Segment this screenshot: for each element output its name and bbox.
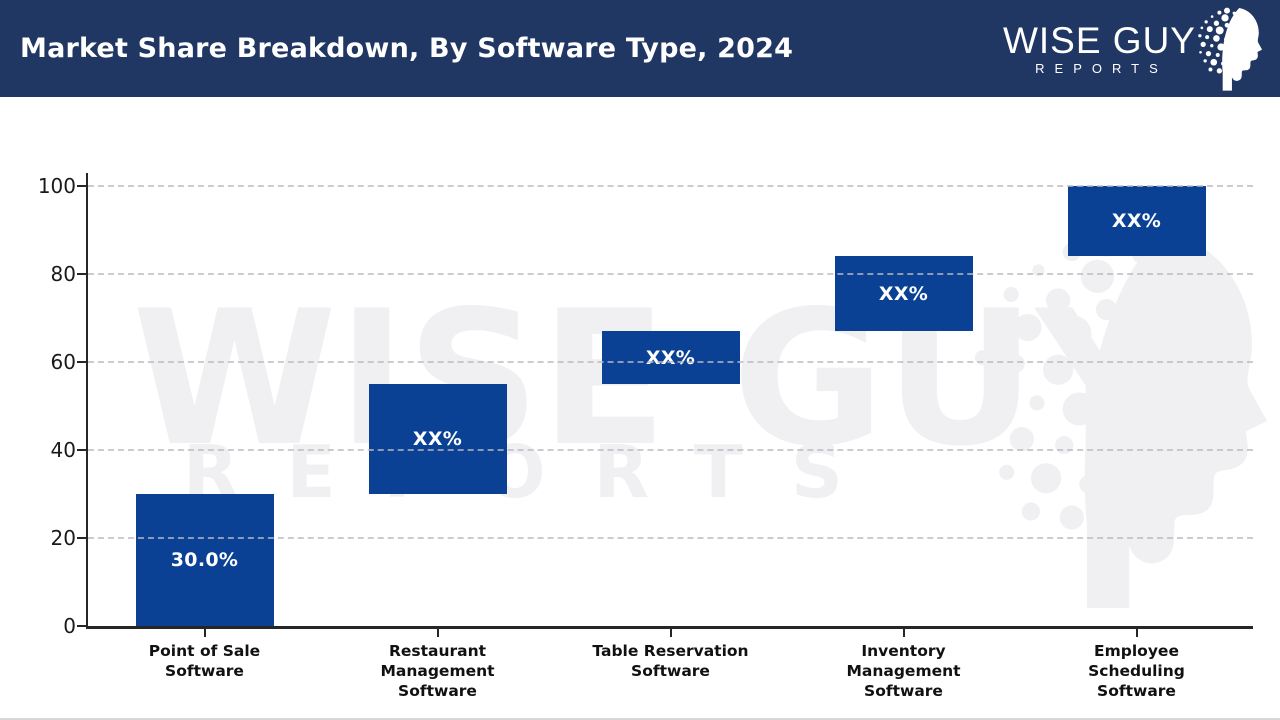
x-tick-mark bbox=[203, 629, 206, 637]
bar-segment: XX% bbox=[368, 384, 507, 494]
y-tick-label: 0 bbox=[63, 614, 76, 638]
x-category-label: Employee Scheduling Software bbox=[1088, 642, 1185, 700]
gridline bbox=[88, 361, 1253, 363]
x-tick-mark bbox=[436, 629, 439, 637]
gridline bbox=[88, 273, 1253, 275]
bar-segment: XX% bbox=[601, 331, 740, 384]
bar-value-label: XX% bbox=[878, 282, 929, 305]
bar-value-label: 30.0% bbox=[170, 549, 239, 571]
y-tick-label: 80 bbox=[50, 262, 76, 286]
x-category-label: Table Reservation Software bbox=[592, 642, 749, 680]
y-tick-label: 40 bbox=[50, 438, 76, 462]
watermark-head-icon bbox=[928, 222, 1276, 614]
bar-value-label: XX% bbox=[645, 346, 696, 369]
x-category-label: Point of Sale Software bbox=[148, 642, 261, 680]
y-tick-mark bbox=[77, 185, 86, 187]
y-tick-mark bbox=[77, 449, 86, 451]
bar-segment: XX% bbox=[834, 256, 973, 332]
y-tick-mark bbox=[77, 537, 86, 539]
y-tick-mark bbox=[77, 625, 86, 627]
x-category-label: Inventory Management Software bbox=[846, 642, 961, 700]
logo-subtitle: REPORTS bbox=[1035, 61, 1168, 76]
bar-segment: XX% bbox=[1067, 186, 1206, 257]
logo-text: WISE GUY REPORTS bbox=[1003, 22, 1196, 75]
logo-wordmark: WISE GUY bbox=[1002, 20, 1196, 61]
gridline bbox=[88, 537, 1253, 539]
y-tick-label: 60 bbox=[50, 350, 76, 374]
bar-segment: 30.0% bbox=[135, 494, 274, 626]
bar-value-label: XX% bbox=[1111, 210, 1162, 233]
bar-value-label: XX% bbox=[412, 428, 463, 450]
y-axis-line bbox=[86, 173, 88, 629]
page-title: Market Share Breakdown, By Software Type… bbox=[20, 33, 794, 64]
gridline bbox=[88, 185, 1253, 187]
y-tick-mark bbox=[77, 273, 86, 275]
x-tick-mark bbox=[1135, 629, 1138, 637]
header-bar: Market Share Breakdown, By Software Type… bbox=[0, 0, 1280, 97]
y-tick-mark bbox=[77, 361, 86, 363]
watermark-subtitle: REPORTS bbox=[183, 430, 891, 514]
gridline bbox=[88, 449, 1253, 451]
x-category-label: Restaurant Management Software bbox=[380, 642, 495, 700]
y-tick-label: 100 bbox=[37, 174, 76, 198]
x-tick-mark bbox=[669, 629, 672, 637]
x-axis-line bbox=[86, 626, 1253, 629]
y-tick-label: 20 bbox=[50, 526, 76, 550]
wiseguy-logo: WISE GUY REPORTS bbox=[1003, 6, 1270, 92]
x-tick-mark bbox=[902, 629, 905, 637]
